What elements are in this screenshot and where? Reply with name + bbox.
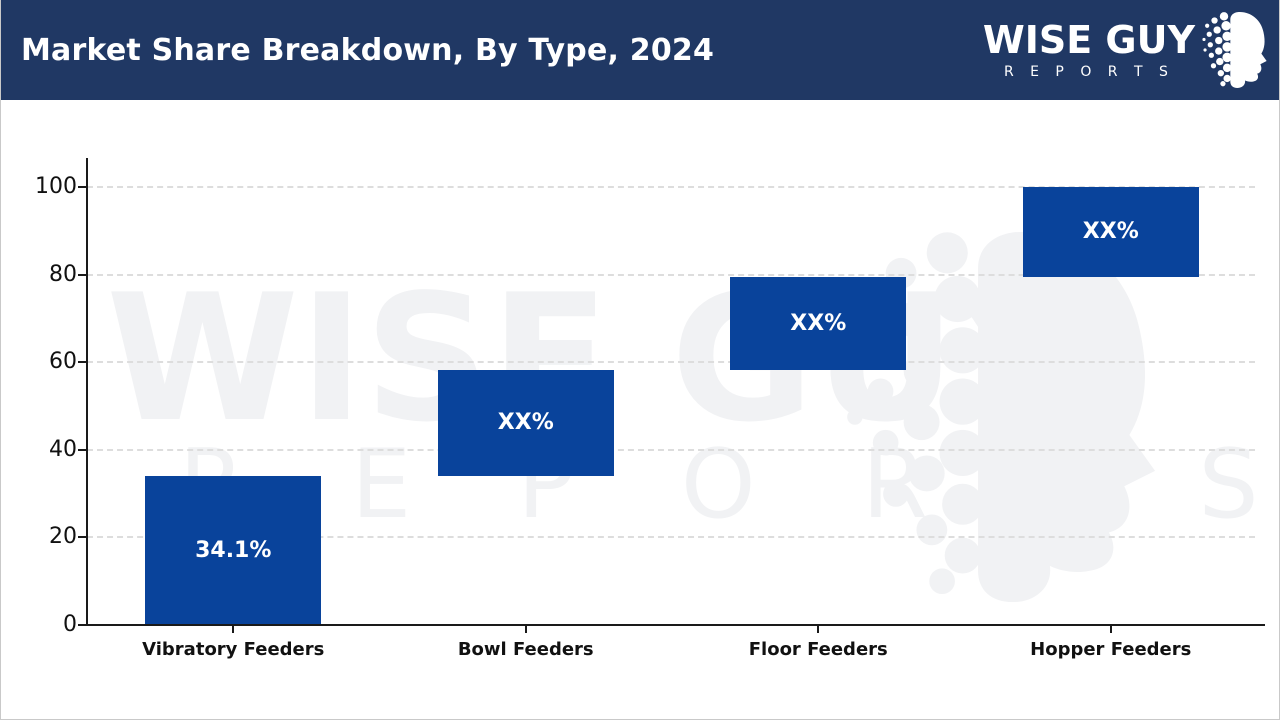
x-category-label: Bowl Feeders [457, 639, 594, 660]
wiseguy-head-icon [1199, 10, 1269, 90]
y-tick-mark [78, 361, 87, 364]
x-tick-mark [817, 625, 820, 633]
bar-value-label: XX% [790, 310, 847, 336]
x-tick-mark [524, 625, 527, 633]
bar-segment: XX% [437, 370, 614, 476]
y-tick-mark [78, 624, 87, 626]
bar-value-label: XX% [497, 410, 554, 436]
x-category-label: Vibratory Feeders [142, 639, 325, 660]
x-tick-mark [232, 625, 235, 633]
bar-value-label: 34.1% [195, 537, 272, 563]
plot-area: 0 20 40 60 80 100 34.1% Vibratory Feeders XX% Bow… [1, 100, 1279, 719]
x-category-label: Hopper Feeders [1030, 639, 1192, 660]
bar-value-label: XX% [1082, 219, 1139, 245]
y-tick-label: 100 [35, 174, 77, 199]
x-category-label: Floor Feeders [748, 639, 888, 660]
y-tick-label: 20 [49, 524, 77, 550]
bar-segment: XX% [1022, 187, 1199, 277]
y-tick-label: 60 [49, 349, 77, 375]
y-tick-mark [78, 273, 87, 276]
y-tick-label: 0 [63, 612, 77, 637]
bar-segment: XX% [730, 276, 907, 371]
header-bar: Market Share Breakdown, By Type, 2024 WI… [1, 0, 1279, 100]
y-tick-mark [78, 536, 87, 539]
x-tick-mark [1109, 625, 1112, 633]
logo-name: WISE GUY [982, 18, 1195, 62]
y-axis [86, 158, 88, 626]
x-axis [85, 624, 1265, 626]
y-gridline [87, 186, 1255, 188]
y-tick-label: 80 [49, 261, 77, 287]
y-tick-mark [78, 448, 87, 451]
bar-segment: 34.1% [145, 475, 322, 625]
wiseguy-logo-text: WISE GUY R E P O R T S [983, 21, 1195, 79]
logo-subname: R E P O R T S [1003, 64, 1174, 80]
chart-area: 0 20 40 60 80 100 34.1% Vibratory Feeders XX% Bow… [1, 100, 1279, 719]
y-gridline [87, 536, 1255, 539]
y-tick-label: 40 [49, 436, 77, 462]
y-tick-mark [78, 186, 87, 188]
wiseguy-logo: WISE GUY R E P O R T S [983, 8, 1269, 92]
y-gridline [87, 448, 1255, 451]
y-gridline [87, 273, 1255, 276]
page-title: Market Share Breakdown, By Type, 2024 [21, 32, 715, 68]
y-gridline [87, 361, 1255, 364]
